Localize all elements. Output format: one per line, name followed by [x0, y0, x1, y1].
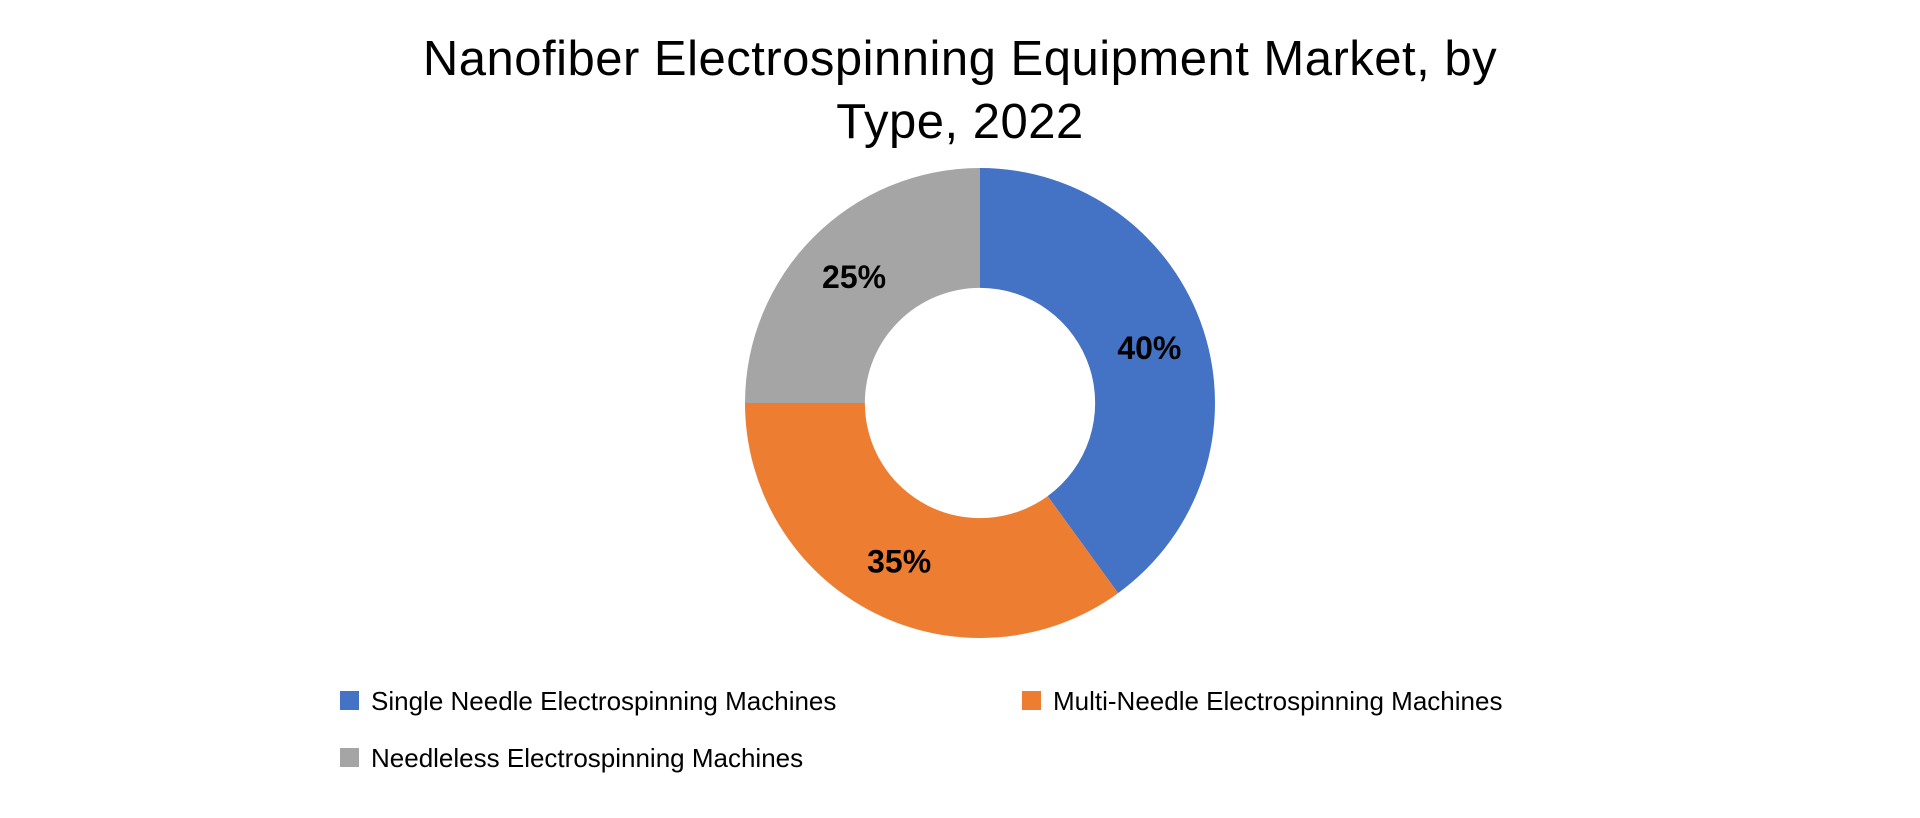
legend-swatch-orange-icon	[1022, 691, 1041, 710]
data-label-0: 40%	[1117, 330, 1181, 366]
donut-slice-1	[745, 403, 1119, 638]
legend-swatch-gray-icon	[340, 748, 359, 767]
legend-label: Multi-Needle Electrospinning Machines	[1053, 686, 1503, 716]
legend-label: Needleless Electrospinning Machines	[371, 743, 804, 773]
legend-label: Single Needle Electrospinning Machines	[371, 686, 837, 716]
chart-title: Nanofiber Electrospinning Equipment Mark…	[0, 28, 1920, 154]
legend: Single Needle Electrospinning Machines M…	[340, 688, 1704, 802]
chart-title-line-1: Nanofiber Electrospinning Equipment Mark…	[422, 32, 1498, 86]
data-label-1: 35%	[867, 544, 931, 580]
donut-chart: 40% 35% 25%	[745, 168, 1215, 638]
legend-item-multi-needle: Multi-Needle Electrospinning Machines	[1022, 688, 1704, 718]
legend-item-single-needle: Single Needle Electrospinning Machines	[340, 688, 1022, 718]
donut-slice-0	[980, 168, 1215, 594]
legend-item-needleless: Needleless Electrospinning Machines	[340, 745, 1022, 775]
legend-swatch-blue-icon	[340, 691, 359, 710]
donut-slice-2	[745, 168, 980, 403]
data-label-2: 25%	[822, 259, 886, 295]
chart-title-line-2: Type, 2022	[836, 95, 1084, 149]
